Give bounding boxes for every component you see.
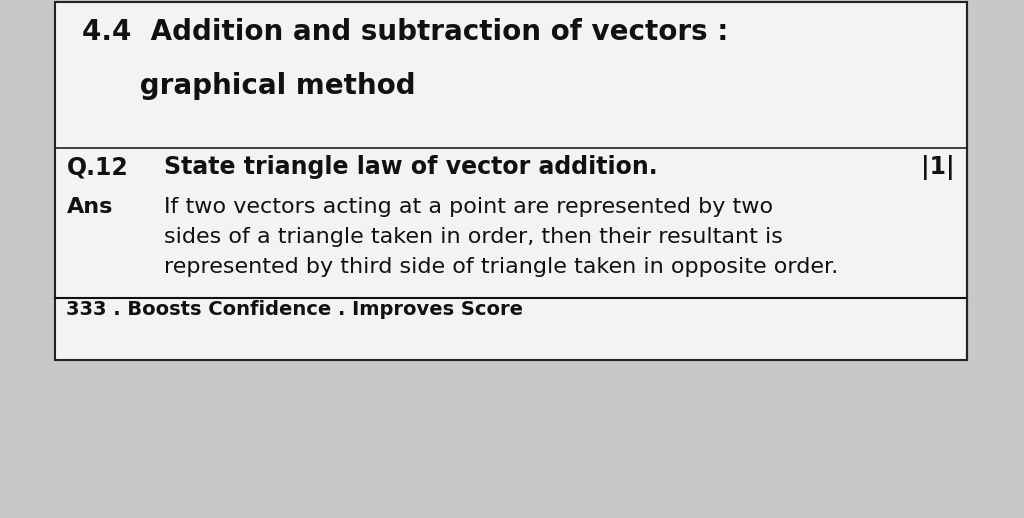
Bar (54, 2, 967, 360)
Text: graphical method: graphical method (82, 72, 416, 100)
Text: Ans: Ans (67, 197, 113, 217)
Text: If two vectors acting at a point are represented by two: If two vectors acting at a point are rep… (164, 197, 773, 217)
Text: 4.4  Addition and subtraction of vectors :: 4.4 Addition and subtraction of vectors … (82, 18, 729, 46)
Text: |1|: |1| (922, 155, 955, 180)
Text: Q.12: Q.12 (67, 155, 128, 179)
Text: sides of a triangle taken in order, then their resultant is: sides of a triangle taken in order, then… (164, 227, 782, 247)
Text: represented by third side of triangle taken in opposite order.: represented by third side of triangle ta… (164, 257, 838, 277)
Text: 333 . Boosts Confidence . Improves Score: 333 . Boosts Confidence . Improves Score (67, 300, 523, 319)
Text: State triangle law of vector addition.: State triangle law of vector addition. (164, 155, 657, 179)
